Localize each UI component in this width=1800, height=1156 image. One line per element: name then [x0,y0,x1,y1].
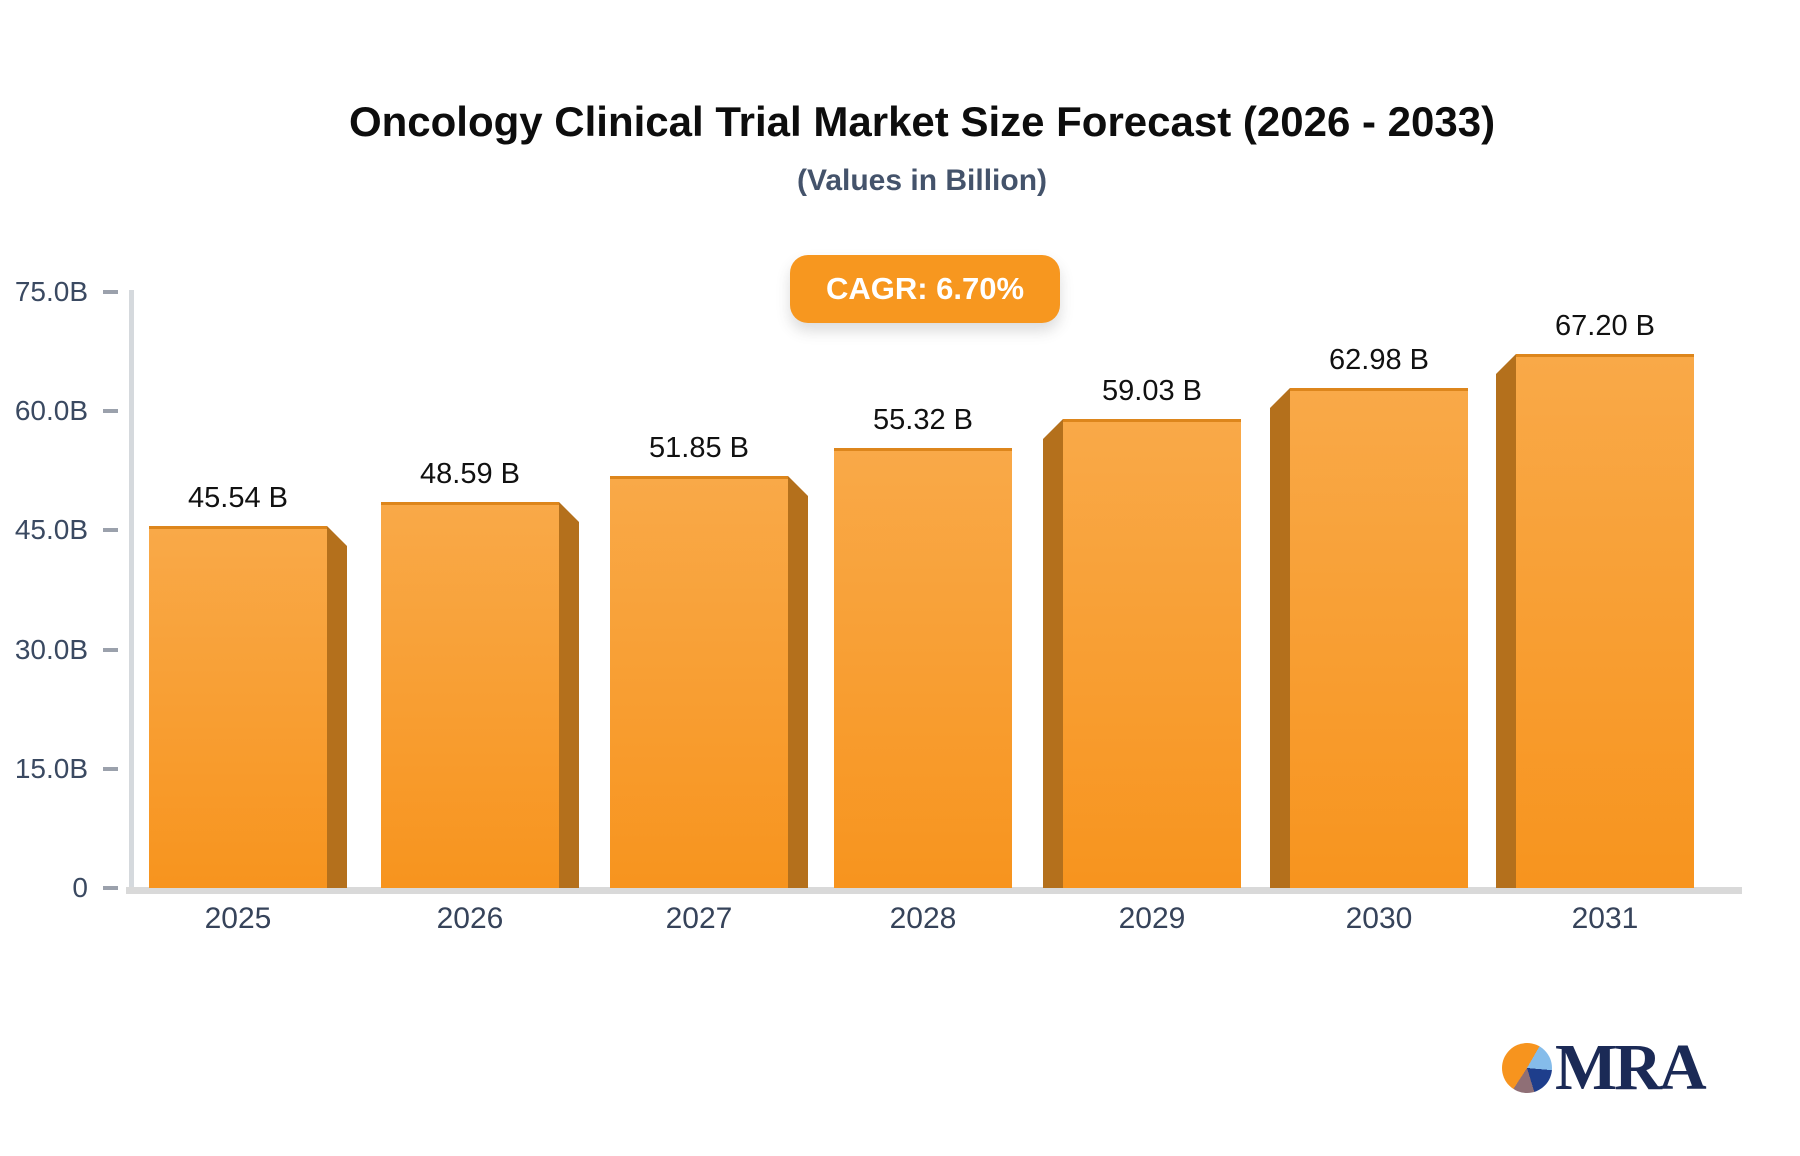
x-axis-label: 2029 [1118,902,1186,935]
y-axis-label: 0 [72,872,88,903]
x-axis-label: 2031 [1571,902,1639,935]
cagr-badge: CAGR: 6.70% [790,255,1060,323]
bar-2028 [834,448,1012,888]
y-axis-tick [103,528,118,532]
chart-title: Oncology Clinical Trial Market Size Fore… [348,98,1496,145]
chart-subtitle: (Values in Billion) [796,164,1048,197]
bar-2027 [610,476,788,888]
bar-2026 [381,502,559,888]
y-axis-label: 15.0B [14,753,88,784]
y-axis-label: 30.0B [14,634,88,665]
bar-value-label: 62.98 B [1329,344,1429,376]
y-axis-label: 60.0B [14,395,88,426]
bar-bevel [788,476,808,888]
y-axis-label: 75.0B [14,276,88,307]
y-axis-label: 45.0B [14,514,88,545]
bar-bevel [327,526,347,888]
bar-value-label: 48.59 B [420,458,520,490]
cagr-badge-label: CAGR: 6.70% [825,271,1025,306]
bar-2025 [149,526,327,888]
bar-bevel [1496,354,1516,888]
bar-value-label: 59.03 B [1102,375,1202,407]
y-axis-tick [103,767,118,771]
x-axis-label: 2030 [1345,902,1413,935]
y-axis-tick [103,409,118,413]
bar-2029 [1063,419,1241,888]
x-axis-label: 2026 [436,902,504,935]
y-axis-line [129,290,134,888]
y-axis-tick [103,886,118,890]
bar-2031 [1516,354,1694,888]
bar-bevel [1270,388,1290,888]
bar-bevel [1043,419,1063,888]
x-axis-label: 2027 [665,902,733,935]
x-axis-label: 2028 [889,902,957,935]
bar-value-label: 55.32 B [873,404,973,436]
bar-2030 [1290,388,1468,888]
x-axis-baseline [126,887,1742,894]
pie-chart-logo-icon [1502,1043,1552,1093]
bar-value-label: 45.54 B [188,482,288,514]
x-axis-label: 2025 [204,902,272,935]
bar-value-label: 51.85 B [649,432,749,464]
y-axis-tick [103,290,118,294]
bar-value-label: 67.20 B [1555,310,1655,342]
bar-bevel [559,502,579,888]
logo: MRA [1502,1031,1707,1104]
y-axis-tick [103,648,118,652]
logo-text: MRA [1555,1031,1707,1104]
